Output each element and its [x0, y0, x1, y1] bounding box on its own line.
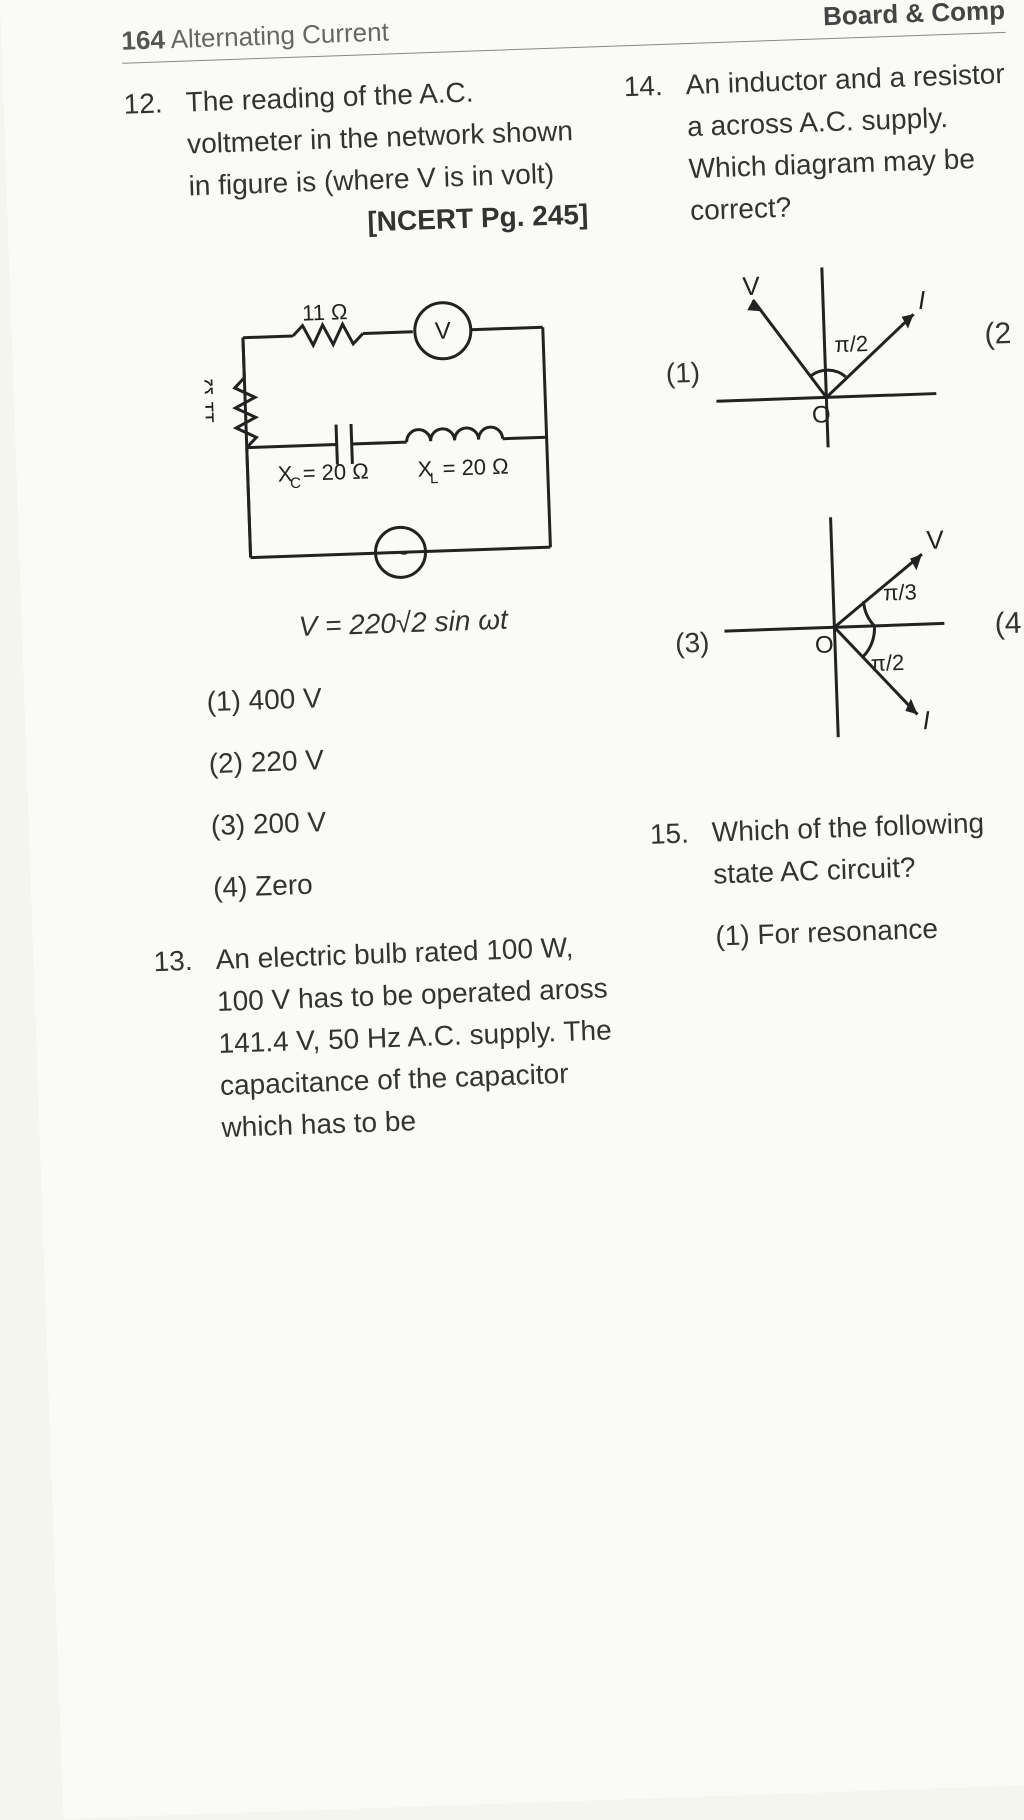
circuit-diagram: 11 Ω 11 Ω V X C = 20 Ω X L = 20 Ω ~ V = … — [201, 266, 594, 651]
q15-opt1: (1) For resonance — [715, 904, 1024, 957]
svg-text:= 20 Ω: = 20 Ω — [442, 454, 509, 481]
question-12: 12. The reading of the A.C. voltmeter in… — [123, 68, 612, 912]
page-header: 164 Alternating Current Board & Comp — [121, 0, 1006, 64]
q15-number: 15. — [649, 812, 704, 960]
svg-text:~: ~ — [392, 537, 409, 569]
svg-text:= 20 Ω: = 20 Ω — [302, 458, 369, 485]
phasor3-label: (3) — [675, 622, 711, 665]
q12-opt1: (1) 400 V — [206, 675, 387, 723]
voltmeter-label: V — [435, 317, 452, 345]
q12-opt3: (3) 200 V — [210, 799, 391, 847]
q12-text: The reading of the A.C. voltmeter in the… — [185, 77, 573, 202]
svg-text:C: C — [290, 475, 302, 492]
source-equation: V = 220√2 sin ωt — [213, 596, 594, 651]
svg-text:I: I — [918, 285, 926, 315]
page-number: 164 — [121, 24, 165, 55]
svg-text:11 Ω: 11 Ω — [201, 378, 219, 424]
chapter-title: Alternating Current — [170, 16, 389, 54]
phasor-3: V I π/3 π/2 O (3) (4 — [701, 501, 1024, 752]
phasor1-label: (1) — [665, 352, 701, 395]
svg-text:I: I — [923, 705, 931, 735]
svg-text:V: V — [742, 271, 761, 302]
q15-text: Which of the following state AC circuit? — [711, 807, 984, 889]
svg-text:O: O — [812, 401, 832, 429]
q12-ref: [NCERT Pg. 245] — [367, 199, 589, 238]
q14-text: An inductor and a resistor a across A.C.… — [685, 58, 1005, 226]
q13-text: An electric bulb rated 100 W, 100 V has … — [215, 925, 620, 1149]
svg-text:π/2: π/2 — [834, 331, 868, 357]
question-14: 14. An inductor and a resistor a across … — [623, 53, 1024, 774]
q12-opt4: (4) Zero — [212, 861, 393, 909]
phasor-1: V I π/2 O (1) (2 — [692, 241, 1021, 472]
q13-number: 13. — [153, 939, 210, 1151]
svg-text:π/2: π/2 — [871, 650, 905, 676]
question-13: 13. An electric bulb rated 100 W, 100 V … — [153, 925, 620, 1151]
q12-opt2: (2) 220 V — [208, 737, 389, 785]
svg-text:O: O — [815, 631, 835, 659]
q12-options: (1) 400 V (2) 220 V (3) 200 V (4) Zero — [206, 667, 612, 909]
board-label: Board & Comp — [823, 0, 1006, 32]
question-15: 15. Which of the following state AC circ… — [649, 800, 1024, 959]
svg-text:V: V — [926, 524, 945, 555]
svg-text:11 Ω: 11 Ω — [302, 299, 348, 326]
svg-text:π/3: π/3 — [883, 579, 917, 605]
svg-text:L: L — [430, 470, 439, 487]
q14-side2: (2 — [984, 311, 1012, 357]
q14-side4: (4 — [994, 601, 1022, 647]
q14-number: 14. — [623, 65, 698, 774]
